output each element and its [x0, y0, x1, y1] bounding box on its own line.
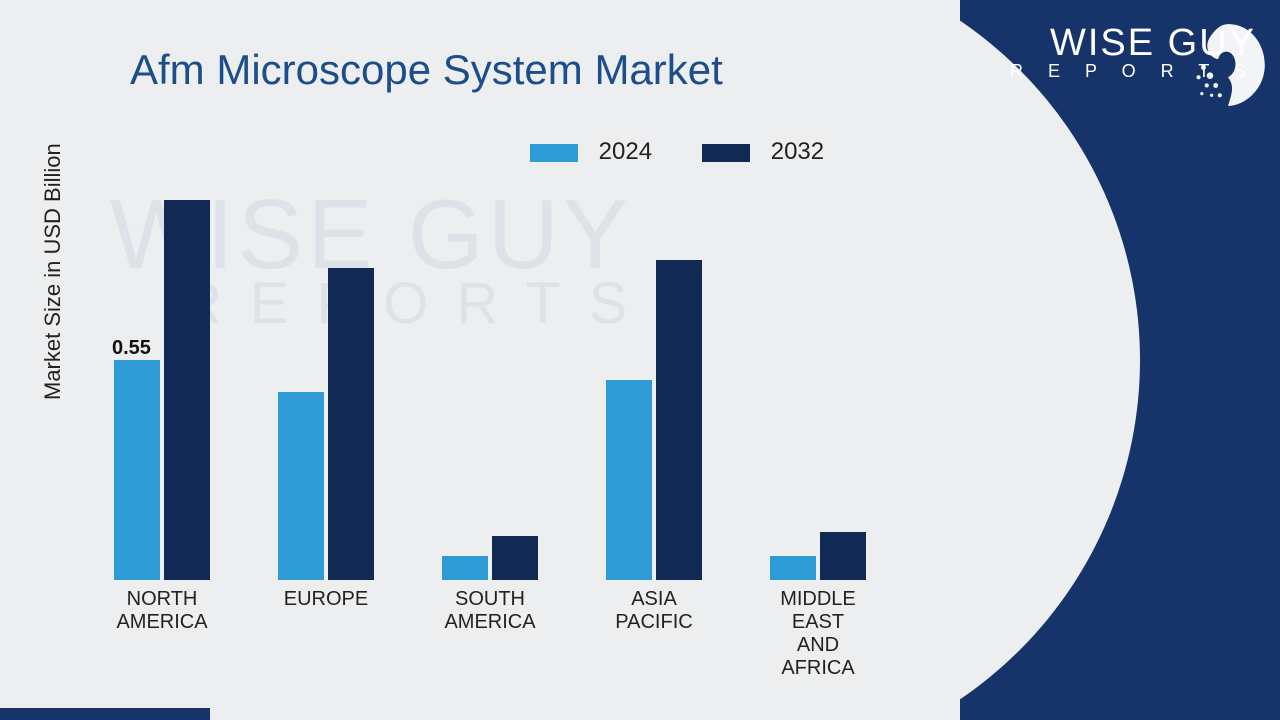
bar-2032	[328, 268, 374, 580]
category-label: NORTHAMERICA	[92, 588, 232, 634]
bar-2024: 0.55	[114, 360, 160, 580]
legend-swatch-2024	[530, 144, 578, 162]
bar-value-label: 0.55	[112, 337, 151, 360]
bar-2024	[770, 556, 816, 580]
legend: 2024 2032	[530, 138, 824, 166]
legend-item-2024: 2024	[530, 138, 652, 166]
bar-2024	[278, 392, 324, 580]
legend-label-2032: 2032	[771, 138, 824, 165]
canvas: WISE GUY R E P O R T S Afm Microscope Sy…	[0, 0, 1280, 720]
category-label: ASIAPACIFIC	[584, 588, 724, 634]
bar-2032	[164, 200, 210, 580]
footer-accent-bar	[0, 708, 210, 720]
legend-label-2024: 2024	[599, 138, 652, 165]
bar-2024	[442, 556, 488, 580]
legend-swatch-2032	[702, 144, 750, 162]
legend-item-2032: 2032	[702, 138, 824, 166]
y-axis-label: Market Size in USD Billion	[40, 143, 66, 400]
chart-area: Market Size in USD Billion 2024 2032 0.5…	[50, 130, 950, 690]
bar-2032	[492, 536, 538, 580]
plot-region: 0.55NORTHAMERICAEUROPESOUTHAMERICAASIAPA…	[110, 180, 930, 580]
bar-2024	[606, 380, 652, 580]
bar-2032	[820, 532, 866, 580]
category-label: MIDDLEEASTANDAFRICA	[748, 588, 888, 680]
category-label: SOUTHAMERICA	[420, 588, 560, 634]
chart-title: Afm Microscope System Market	[130, 46, 723, 94]
category-label: EUROPE	[256, 588, 396, 611]
brand-logo-text: WISE GUY R E P O R T S	[1010, 22, 1256, 82]
brand-name: WISE GUY	[1010, 22, 1256, 65]
bar-2032	[656, 260, 702, 580]
brand-subtitle: R E P O R T S	[1010, 61, 1256, 82]
